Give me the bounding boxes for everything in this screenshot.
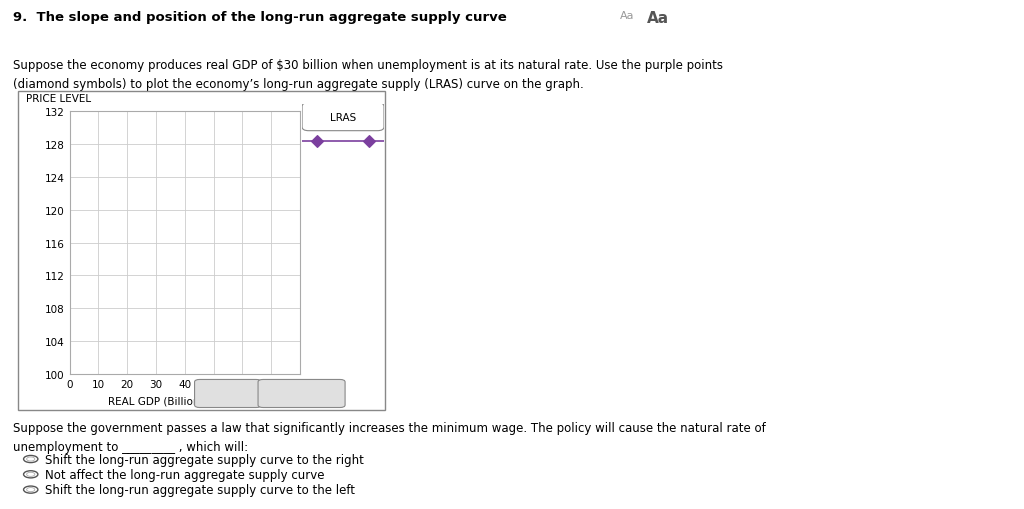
Text: Shift the long-run aggregate supply curve to the left: Shift the long-run aggregate supply curv…	[45, 483, 355, 496]
Text: Aa: Aa	[647, 11, 670, 26]
Text: Aa: Aa	[620, 11, 634, 21]
Text: Clear All: Clear All	[280, 389, 324, 399]
Text: Shift the long-run aggregate supply curve to the right: Shift the long-run aggregate supply curv…	[45, 453, 364, 466]
Text: unemployment to _________ , which will:: unemployment to _________ , which will:	[13, 440, 249, 453]
FancyBboxPatch shape	[302, 103, 384, 131]
Text: Suppose the government passes a law that significantly increases the minimum wag: Suppose the government passes a law that…	[13, 421, 766, 434]
Text: (diamond symbols) to plot the economy’s long-run aggregate supply (LRAS) curve o: (diamond symbols) to plot the economy’s …	[13, 77, 584, 90]
Text: Suppose the economy produces real GDP of $30 billion when unemployment is at its: Suppose the economy produces real GDP of…	[13, 59, 723, 71]
Text: Help: Help	[216, 389, 240, 399]
Text: LRAS: LRAS	[330, 112, 356, 122]
Text: 9.  The slope and position of the long-run aggregate supply curve: 9. The slope and position of the long-ru…	[13, 11, 507, 24]
Text: Not affect the long-run aggregate supply curve: Not affect the long-run aggregate supply…	[45, 468, 325, 481]
X-axis label: REAL GDP (Billions of dollars): REAL GDP (Billions of dollars)	[109, 396, 261, 406]
Text: PRICE LEVEL: PRICE LEVEL	[26, 94, 91, 104]
